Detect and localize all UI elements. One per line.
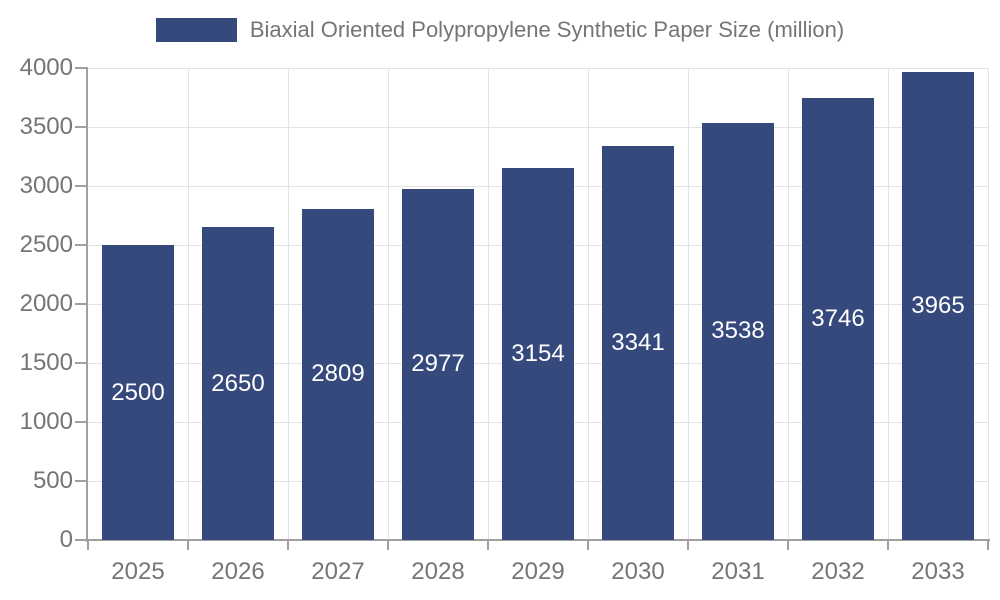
bar-value-label: 3746	[811, 304, 865, 332]
bar	[202, 227, 274, 540]
x-gridline	[287, 68, 289, 540]
bar-value-label: 2500	[111, 378, 165, 406]
x-axis-tick	[487, 540, 489, 550]
legend-label: Biaxial Oriented Polypropylene Synthetic…	[249, 17, 845, 42]
x-axis-tick	[187, 540, 189, 550]
y-axis-tick	[75, 421, 88, 423]
y-tick-label: 2000	[19, 290, 73, 317]
y-axis-tick	[75, 480, 88, 482]
x-tick-label: 2026	[211, 558, 265, 585]
bar	[402, 188, 474, 540]
x-axis-tick	[587, 540, 589, 550]
x-tick-label: 2025	[111, 558, 165, 585]
bar	[902, 72, 974, 540]
y-tick-label: 500	[32, 467, 73, 494]
x-tick-label: 2031	[711, 558, 765, 585]
x-tick-label: 2029	[511, 558, 565, 585]
x-gridline	[787, 68, 789, 540]
x-tick-label: 2028	[411, 558, 465, 585]
x-axis-tick	[387, 540, 389, 550]
x-tick-label: 2033	[911, 558, 965, 585]
y-gridline	[88, 126, 988, 128]
x-gridline	[987, 68, 989, 540]
bar-value-label: 3154	[511, 339, 565, 367]
bar-value-label: 2809	[311, 360, 365, 388]
x-gridline	[187, 68, 189, 540]
y-axis-tick	[75, 303, 88, 305]
x-axis-tick	[987, 540, 989, 550]
y-tick-label: 3000	[19, 172, 73, 199]
y-axis-tick	[75, 539, 88, 541]
x-axis-tick	[787, 540, 789, 550]
y-axis-tick	[75, 362, 88, 364]
y-axis-tick	[75, 67, 88, 69]
bar	[702, 122, 774, 540]
y-tick-label: 1000	[19, 408, 73, 435]
bar-value-label: 3341	[611, 328, 665, 356]
x-tick-label: 2030	[611, 558, 665, 585]
bar	[602, 145, 674, 540]
x-gridline	[887, 68, 889, 540]
x-tick-label: 2027	[311, 558, 365, 585]
bar-value-label: 2977	[411, 350, 465, 378]
bar	[802, 97, 874, 540]
x-axis-line	[86, 539, 990, 541]
legend[interactable]: Biaxial Oriented Polypropylene Synthetic…	[0, 15, 1000, 45]
y-axis-line	[86, 68, 88, 542]
bar-value-label: 2650	[211, 369, 265, 397]
y-axis-tick	[75, 244, 88, 246]
y-axis-tick	[75, 126, 88, 128]
x-gridline	[487, 68, 489, 540]
y-tick-label: 0	[59, 526, 73, 553]
x-axis-tick	[687, 540, 689, 550]
bar	[102, 245, 174, 540]
bar-value-label: 3538	[711, 317, 765, 345]
y-tick-label: 2500	[19, 231, 73, 258]
x-gridline	[687, 68, 689, 540]
bar	[502, 167, 574, 540]
x-tick-label: 2032	[811, 558, 865, 585]
y-gridline	[88, 67, 988, 69]
x-axis-tick	[887, 540, 889, 550]
bar	[302, 208, 374, 540]
x-gridline	[387, 68, 389, 540]
y-tick-label: 4000	[19, 54, 73, 81]
x-gridline	[587, 68, 589, 540]
x-axis-tick	[87, 540, 89, 550]
y-axis-tick	[75, 185, 88, 187]
legend-swatch	[155, 18, 237, 42]
bar-value-label: 3965	[911, 292, 965, 320]
x-axis-tick	[287, 540, 289, 550]
y-tick-label: 1500	[19, 349, 73, 376]
y-tick-label: 3500	[19, 113, 73, 140]
